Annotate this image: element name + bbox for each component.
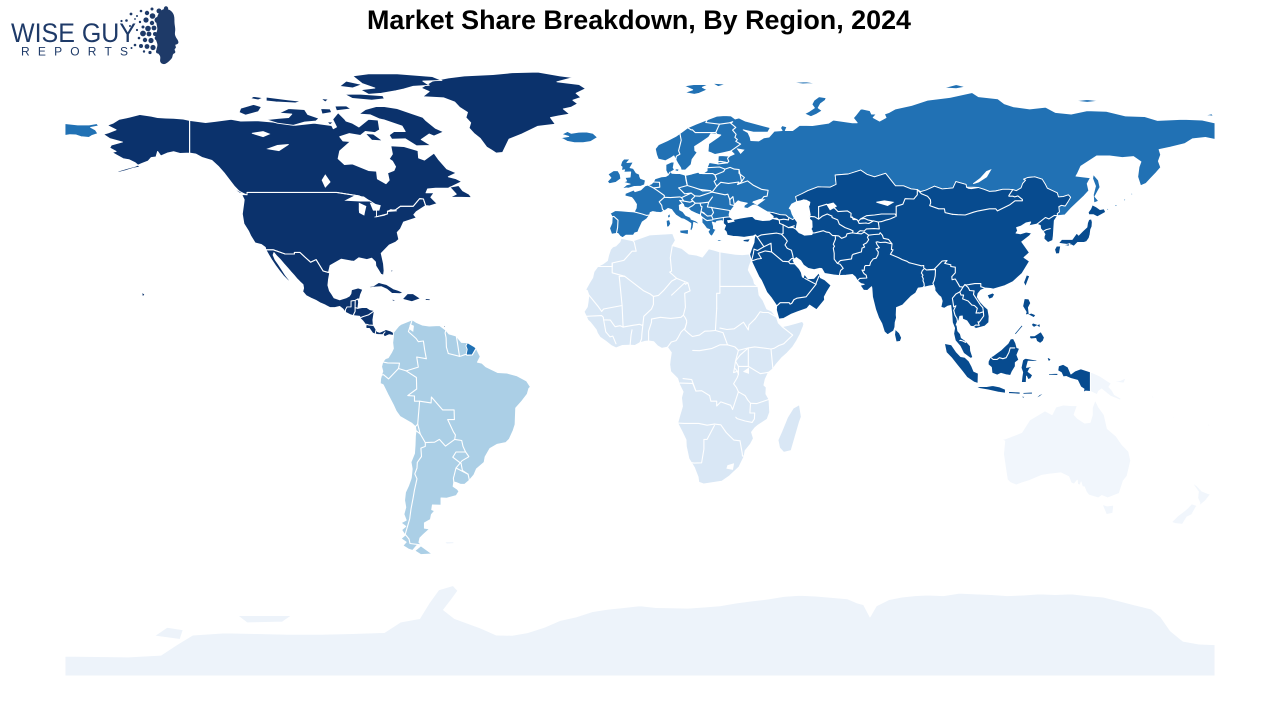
svg-text:Market Share Breakdown, By Reg: Market Share Breakdown, By Region, 2024 bbox=[367, 5, 911, 35]
svg-text:WISE GUY: WISE GUY bbox=[11, 18, 136, 48]
